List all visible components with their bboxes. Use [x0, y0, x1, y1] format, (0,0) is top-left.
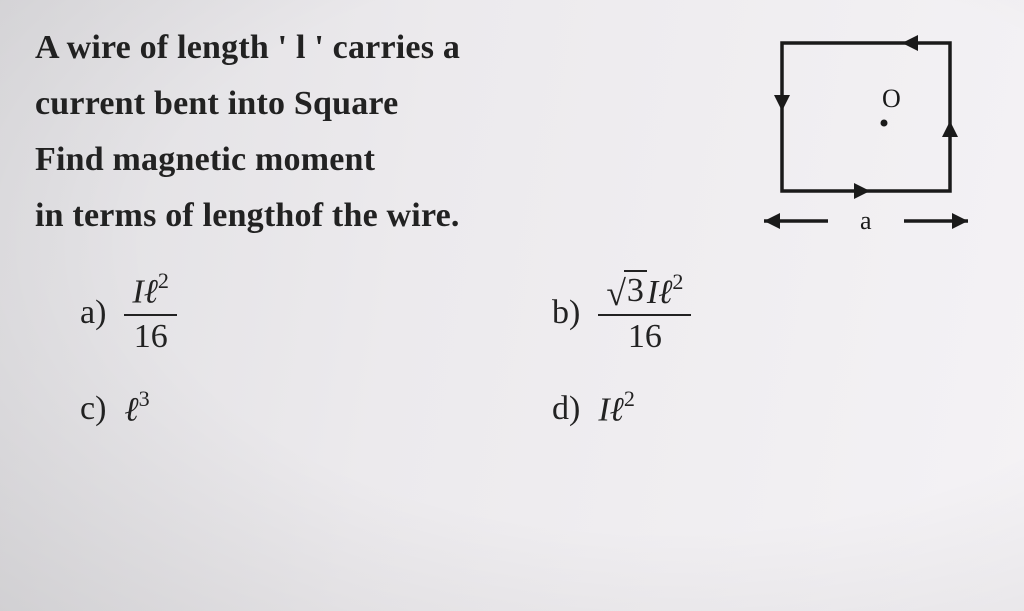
options-grid: a) Iℓ2 16 b) √3Iℓ2 16 c) ℓ3 d) Iℓ2 — [0, 265, 1024, 429]
option-c: c) ℓ3 — [80, 388, 492, 429]
option-a-fraction: Iℓ2 16 — [124, 270, 177, 355]
option-c-letter: c) — [80, 390, 106, 428]
option-d-letter: d) — [552, 390, 580, 428]
option-b-letter: b) — [552, 294, 580, 332]
option-a-letter: a) — [80, 294, 106, 332]
option-b-fraction: √3Iℓ2 16 — [598, 270, 691, 356]
stem-line-3: Find magnetic moment — [35, 132, 734, 188]
stem-line-1: A wire of length ' l ' carries a — [35, 20, 734, 76]
stem-line-2: current bent into Square — [35, 76, 734, 132]
stem-line-4: in terms of lengthof the wire. — [35, 188, 734, 244]
question-row: A wire of length ' l ' carries a current… — [0, 0, 1024, 265]
option-d: d) Iℓ2 — [552, 388, 964, 429]
side-length-label: a — [860, 206, 872, 235]
option-a: a) Iℓ2 16 — [80, 270, 492, 356]
question-stem: A wire of length ' l ' carries a current… — [35, 20, 754, 245]
option-b: b) √3Iℓ2 16 — [552, 270, 964, 356]
center-label: O — [882, 84, 901, 113]
square-loop-diagram: O a — [754, 25, 979, 245]
